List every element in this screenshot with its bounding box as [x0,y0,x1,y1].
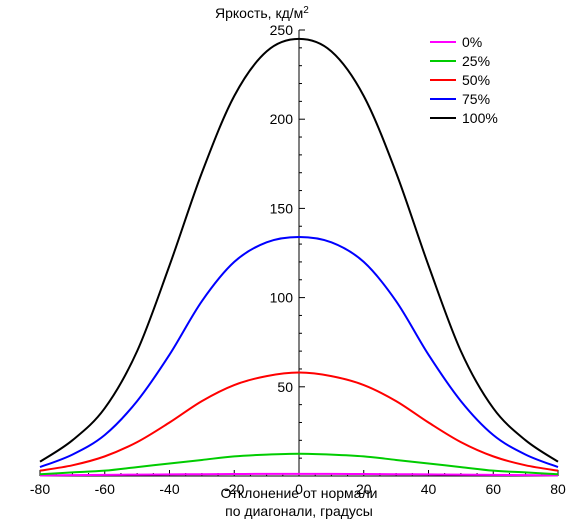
y-tick-label: 250 [270,22,294,38]
x-tick-label: -60 [95,481,115,497]
legend-label: 0% [462,34,482,50]
x-axis-title-line2: по диагонали, градусы [225,503,373,519]
chart-svg: -80-60-40-2002040608050100150200250Яркос… [0,0,568,523]
x-tick-label: 40 [421,481,437,497]
y-tick-label: 150 [270,200,294,216]
y-tick-label: 50 [277,379,293,395]
y-tick-label: 200 [270,111,294,127]
y-tick-label: 100 [270,290,294,306]
legend-label: 25% [462,53,490,69]
legend-label: 50% [462,72,490,88]
x-tick-label: -40 [159,481,179,497]
y-axis-title: Яркость, кд/м2 [215,5,309,21]
brightness-chart: -80-60-40-2002040608050100150200250Яркос… [0,0,568,523]
legend-label: 100% [462,110,498,126]
x-tick-label: 60 [485,481,501,497]
x-tick-label: -80 [30,481,50,497]
x-tick-label: 80 [550,481,566,497]
legend-label: 75% [462,91,490,107]
x-axis-title-line1: Отклонение от нормали [221,485,378,501]
